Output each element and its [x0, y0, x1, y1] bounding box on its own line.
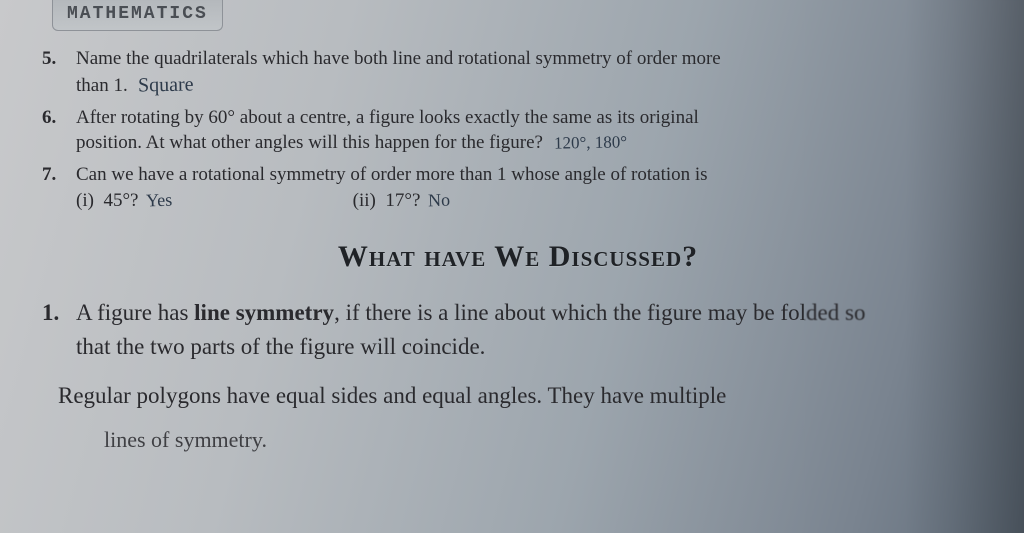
summary-prefix: A figure has [76, 300, 194, 325]
question-number: 7. [42, 162, 76, 188]
subitem-i: (i) 45°? Yes [76, 190, 173, 212]
summary-body: Regular polygons have equal sides and eq… [58, 379, 994, 414]
summary-bullet [24, 379, 58, 414]
question-body: After rotating by 60° about a centre, a … [76, 105, 994, 156]
question-6: 6. After rotating by 60° about a centre,… [42, 105, 994, 156]
summary-body: A figure has line symmetry, if there is … [76, 296, 994, 365]
subitem-label: (ii) [353, 190, 376, 212]
subject-header-fragment: MATHEMATICS [52, 0, 223, 31]
question-body: Name the quadrilaterals which have both … [76, 46, 994, 99]
question-5: 5. Name the quadrilaterals which have bo… [42, 46, 994, 99]
question-text-line1: Name the quadrilaterals which have both … [76, 48, 721, 69]
question-7: 7. Can we have a rotational symmetry of … [42, 162, 994, 188]
question-text-line2: position. At what other angles will this… [76, 132, 543, 153]
subitem-value: 45°? [103, 190, 138, 212]
subitem-label: (i) [76, 190, 94, 212]
subitem-ii: (ii) 17°? No [353, 190, 451, 212]
summary-rest: , if there is a line about which the fig… [334, 300, 865, 325]
question-body: Can we have a rotational symmetry of ord… [76, 162, 994, 188]
question-text-line1: After rotating by 60° about a centre, a … [76, 107, 699, 128]
question-number: 5. [42, 46, 76, 99]
question-7-subitems: (i) 45°? Yes (ii) 17°? No [76, 190, 994, 212]
summary-point-2: Regular polygons have equal sides and eq… [24, 379, 994, 414]
page-content: 5. Name the quadrilaterals which have bo… [42, 46, 994, 453]
summary-bold-term: line symmetry [194, 300, 334, 325]
question-number: 6. [42, 105, 76, 156]
summary-text: Regular polygons have equal sides and eq… [58, 383, 726, 408]
summary-number: 1. [42, 296, 76, 365]
handwritten-answer: Yes [146, 190, 173, 212]
question-text: Can we have a rotational symmetry of ord… [76, 164, 708, 185]
section-heading: What have We Discussed? [42, 240, 994, 274]
question-text-line2: than 1. [76, 75, 128, 96]
handwritten-answer: 120°, 180° [554, 132, 627, 156]
handwritten-answer: No [428, 190, 451, 212]
subitem-value: 17°? [385, 190, 420, 212]
summary-line2: that the two parts of the figure will co… [76, 334, 485, 359]
cutoff-text: lines of symmetry. [104, 427, 994, 453]
summary-point-1: 1. A figure has line symmetry, if there … [42, 296, 994, 365]
handwritten-answer: Square [138, 71, 194, 99]
